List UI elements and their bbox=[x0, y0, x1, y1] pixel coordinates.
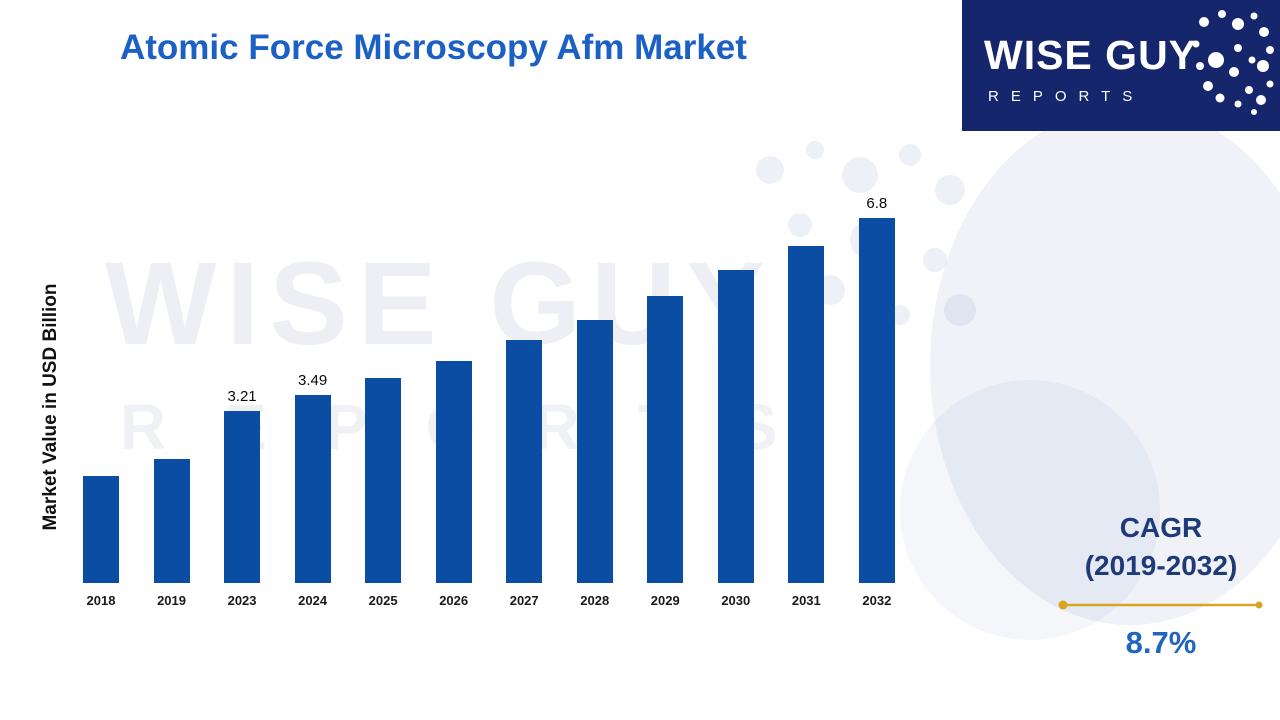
bar bbox=[717, 270, 754, 583]
x-tick-label: 2023 bbox=[227, 593, 257, 608]
cagr-label: CAGR bbox=[1119, 512, 1203, 543]
bar bbox=[858, 218, 895, 583]
bar-value-label: 3.49 bbox=[297, 372, 328, 389]
bar-column: 6.8 bbox=[857, 180, 897, 583]
page-title: Atomic Force Microscopy Afm Market bbox=[120, 28, 747, 67]
bar-column bbox=[152, 180, 192, 583]
bar bbox=[83, 476, 119, 583]
bar bbox=[647, 296, 684, 583]
bar-column bbox=[645, 180, 685, 583]
bar-column bbox=[575, 180, 615, 583]
watermark-face-shape bbox=[930, 105, 1280, 625]
x-tick-label: 2026 bbox=[439, 593, 469, 608]
bar-column: 3.49 bbox=[293, 180, 333, 583]
logo-reports-text: REPORTS bbox=[988, 88, 1145, 105]
bar bbox=[294, 395, 331, 583]
bar-column bbox=[786, 180, 826, 583]
bar bbox=[224, 411, 261, 583]
bar bbox=[788, 246, 825, 583]
bar bbox=[153, 459, 190, 583]
bar bbox=[576, 320, 613, 583]
y-axis-label: Market Value in USD Billion bbox=[40, 283, 61, 531]
x-tick-label: 2024 bbox=[298, 593, 328, 608]
x-tick-label: 2032 bbox=[862, 593, 892, 608]
x-tick-label: 2029 bbox=[650, 593, 680, 608]
x-tick-label: 2018 bbox=[86, 593, 116, 608]
bar bbox=[506, 340, 543, 583]
bar-column bbox=[716, 180, 756, 583]
bars-row: 3.21 3.49 6.8 bbox=[81, 180, 897, 583]
watermark-face-shape-lower bbox=[900, 380, 1160, 640]
x-tick-label: 2031 bbox=[791, 593, 821, 608]
x-tick-label: 2027 bbox=[509, 593, 539, 608]
bar-column bbox=[363, 180, 403, 583]
x-tick-label: 2028 bbox=[580, 593, 610, 608]
bar-value-label: 6.8 bbox=[866, 195, 888, 212]
cagr-panel: CAGR (2019-2032) 8.7% bbox=[1042, 510, 1280, 661]
x-tick-label: 2030 bbox=[721, 593, 751, 608]
bar bbox=[365, 378, 402, 583]
bar bbox=[435, 361, 472, 583]
logo-face-dots-icon bbox=[1192, 10, 1274, 115]
bar-column bbox=[434, 180, 474, 583]
x-tick-label: 2025 bbox=[368, 593, 398, 608]
x-tick-label: 2019 bbox=[157, 593, 186, 608]
logo-wiseguy-text: WISE GUY bbox=[984, 32, 1198, 78]
cagr-range: (2019-2032) bbox=[1084, 550, 1238, 581]
bar-column bbox=[81, 180, 121, 583]
cagr-divider-line bbox=[1058, 600, 1263, 610]
bar-value-label: 3.21 bbox=[227, 388, 257, 405]
cagr-value: 8.7% bbox=[1125, 625, 1197, 660]
bar-column: 3.21 bbox=[222, 180, 262, 583]
logo-block: WISE GUY REPORTS bbox=[962, 0, 1280, 131]
bar-column bbox=[504, 180, 544, 583]
ticks-row: 2018 2019 2023 2024 2025 2026 2027 2028 2029 2030… bbox=[81, 593, 897, 608]
